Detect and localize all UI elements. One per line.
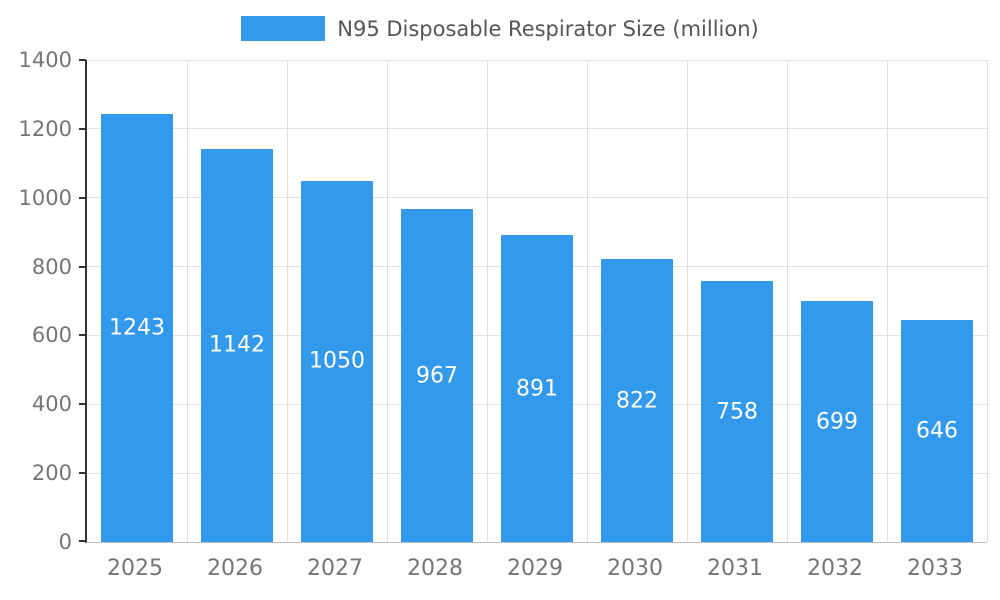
x-tick-label: 2027	[307, 556, 363, 581]
y-tick-label: 1000	[18, 185, 72, 210]
gridline-vertical	[686, 60, 688, 542]
gridline-horizontal	[87, 128, 987, 130]
y-tick-label: 800	[31, 254, 72, 279]
gridline-vertical	[486, 60, 488, 542]
bar-value-label: 758	[716, 399, 758, 425]
bar-value-label: 967	[416, 363, 458, 389]
y-axis-tick	[79, 540, 86, 542]
y-tick-label: 200	[31, 461, 72, 486]
legend-swatch	[241, 16, 326, 41]
bar-2031[interactable]: 758	[701, 281, 773, 542]
x-tick-label: 2033	[907, 556, 963, 581]
bar-value-label: 699	[816, 409, 858, 435]
y-axis-tick	[79, 59, 86, 61]
y-axis-tick	[79, 334, 86, 337]
gridline-vertical	[586, 60, 588, 542]
legend-title: N95 Disposable Respirator Size (million)	[337, 16, 759, 41]
x-tick-label: 2028	[407, 556, 463, 581]
y-tick-label: 600	[31, 323, 72, 348]
chart-legend[interactable]: N95 Disposable Respirator Size (million)	[0, 16, 1000, 41]
gridline-vertical	[886, 60, 888, 542]
y-tick-label: 1400	[18, 48, 72, 72]
bar-value-label: 1142	[209, 332, 265, 358]
gridline-vertical	[286, 60, 288, 542]
bar-value-label: 822	[616, 388, 658, 413]
bar-2028[interactable]: 967	[401, 209, 473, 542]
bar-value-label: 1050	[309, 348, 365, 374]
y-axis-tick	[79, 472, 86, 475]
x-tick-label: 2030	[607, 556, 663, 581]
plot-area: 1243 1142 1050 967 891 822 758 699 646	[79, 59, 988, 543]
x-tick-label: 2025	[107, 556, 163, 581]
y-axis-tick	[79, 265, 86, 268]
bar-2025[interactable]: 1243	[101, 114, 173, 542]
bar-2026[interactable]: 1142	[201, 148, 273, 542]
gridline-vertical	[786, 60, 788, 542]
y-axis-tick	[79, 196, 86, 199]
x-tick-label: 2026	[207, 556, 263, 581]
gridline-horizontal	[87, 197, 987, 199]
bar-2033[interactable]: 646	[901, 319, 973, 542]
y-tick-label: 400	[31, 392, 72, 417]
bar-2030[interactable]: 822	[601, 259, 673, 542]
bar-2027[interactable]: 1050	[301, 180, 373, 542]
gridline-vertical	[986, 60, 988, 542]
y-axis-tick	[79, 403, 86, 406]
bar-value-label: 646	[916, 418, 958, 444]
x-axis: 2025 2026 2027 2028 2029 2030 2031 2032 2033	[85, 556, 985, 586]
x-tick-label: 2031	[707, 556, 763, 581]
bar-2032[interactable]: 699	[801, 301, 873, 542]
y-tick-label: 1200	[18, 116, 72, 141]
x-tick-label: 2032	[807, 556, 863, 581]
gridline-horizontal	[87, 59, 987, 61]
bar-value-label: 1243	[109, 315, 165, 341]
y-axis-tick	[79, 127, 86, 130]
bar-value-label: 891	[516, 376, 558, 402]
gridline-vertical	[386, 60, 388, 542]
gridline-vertical	[186, 60, 188, 542]
bar-2029[interactable]: 891	[501, 235, 573, 542]
y-axis: 0 200 400 600 800 1000 1200 1400	[0, 49, 72, 553]
x-tick-label: 2029	[507, 556, 563, 581]
y-tick-label: 0	[58, 530, 72, 554]
